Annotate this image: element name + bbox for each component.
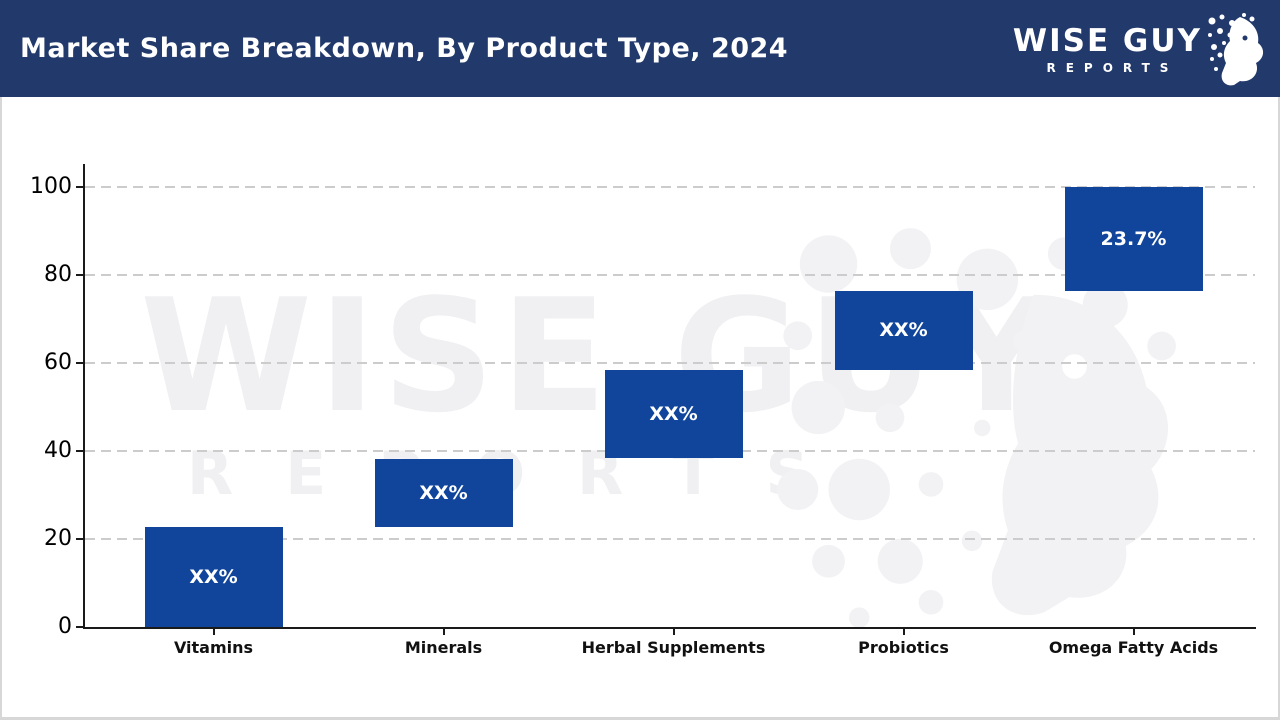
y-tick-mark-20 bbox=[76, 538, 83, 540]
chart-title: Market Share Breakdown, By Product Type,… bbox=[20, 33, 789, 64]
y-tick-label-20: 20 bbox=[44, 526, 72, 551]
x-tick-mark-probiotics bbox=[902, 629, 905, 635]
bar-vitamins: XX% bbox=[144, 526, 283, 627]
dotted-head-icon bbox=[1208, 13, 1264, 86]
bar-probiotics: XX% bbox=[834, 291, 973, 370]
gridline-20 bbox=[85, 538, 1255, 540]
x-tick-mark-omega-fatty-acids bbox=[1132, 629, 1135, 635]
y-tick-label-60: 60 bbox=[44, 350, 72, 375]
bar-label-vitamins: XX% bbox=[189, 565, 238, 588]
y-tick-mark-80 bbox=[76, 274, 83, 276]
y-tick-mark-100 bbox=[76, 186, 83, 188]
y-tick-label-40: 40 bbox=[44, 438, 72, 463]
y-tick-label-0: 0 bbox=[58, 614, 72, 639]
logo-text: WISE GUY REPORTS bbox=[1013, 23, 1202, 75]
gridline-80 bbox=[85, 274, 1255, 276]
gridline-60 bbox=[85, 362, 1255, 364]
y-tick-mark-40 bbox=[76, 450, 83, 452]
bar-label-probiotics: XX% bbox=[879, 319, 928, 342]
y-tick-mark-0 bbox=[76, 626, 83, 628]
plot-area: XX% XX% XX% XX% 23.7% bbox=[85, 166, 1255, 627]
x-tick-mark-herbal-supplements bbox=[672, 629, 675, 635]
x-tick-label-minerals: Minerals bbox=[404, 638, 483, 657]
header-bar: Market Share Breakdown, By Product Type,… bbox=[0, 0, 1280, 97]
gridline-100 bbox=[85, 186, 1255, 188]
x-tick-mark-vitamins bbox=[212, 629, 215, 635]
x-axis bbox=[83, 627, 1256, 629]
chart-area: WISE GUY REPORTS XX% XX% XX% XX% 23.7% 0 20 40… bbox=[0, 97, 1280, 720]
x-tick-label-probiotics: Probiotics bbox=[858, 638, 949, 657]
bar-herbal-supplements: XX% bbox=[604, 369, 743, 459]
y-tick-mark-60 bbox=[76, 362, 83, 364]
bar-label-herbal-supplements: XX% bbox=[649, 403, 698, 426]
bar-omega-fatty-acids: 23.7% bbox=[1064, 187, 1203, 292]
bar-label-minerals: XX% bbox=[419, 481, 468, 504]
x-tick-label-herbal-supplements: Herbal Supplements bbox=[581, 638, 766, 657]
x-tick-label-omega-fatty-acids: Omega Fatty Acids bbox=[1048, 638, 1219, 657]
logo-subtext: REPORTS bbox=[1046, 61, 1179, 75]
x-tick-mark-minerals bbox=[442, 629, 445, 635]
wise-guy-logo: WISE GUY REPORTS bbox=[1013, 6, 1268, 92]
x-tick-label-vitamins: Vitamins bbox=[173, 638, 254, 657]
y-tick-label-100: 100 bbox=[30, 174, 72, 199]
y-axis bbox=[83, 164, 85, 629]
bar-minerals: XX% bbox=[374, 458, 513, 527]
bar-label-omega-fatty-acids: 23.7% bbox=[1100, 228, 1167, 251]
logo-wordmark: WISE GUY bbox=[1012, 23, 1202, 59]
y-tick-label-80: 80 bbox=[44, 262, 72, 287]
